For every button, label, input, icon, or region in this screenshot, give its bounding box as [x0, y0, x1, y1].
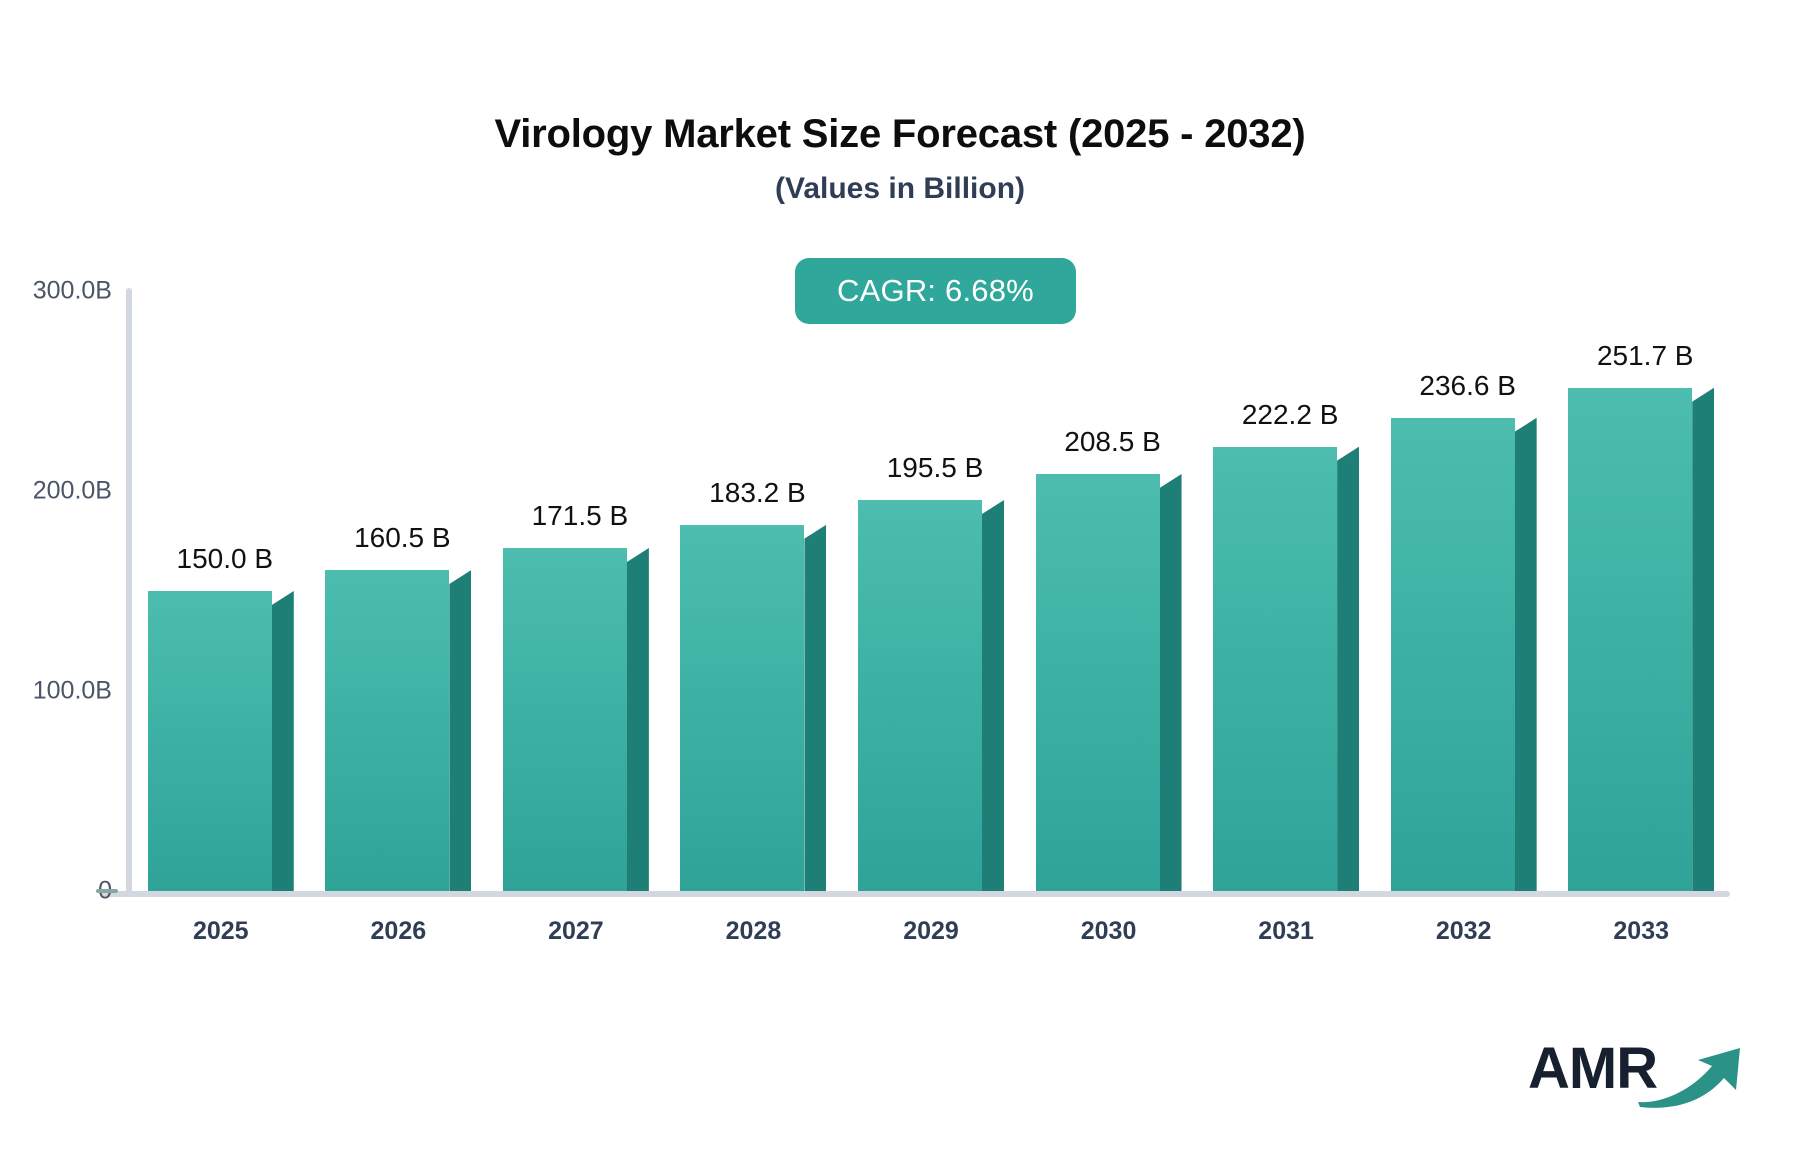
bar-front-face — [147, 591, 272, 891]
title-block: Virology Market Size Forecast (2025 - 20… — [0, 112, 1800, 205]
chart-title: Virology Market Size Forecast (2025 - 20… — [494, 112, 1306, 156]
x-axis-tick-label: 2032 — [1435, 917, 1492, 945]
bar — [858, 500, 1004, 891]
bar-side-face — [626, 548, 649, 891]
bar-front-face — [858, 500, 982, 891]
bar-value-label: 171.5 B — [531, 500, 629, 531]
bar — [1213, 446, 1360, 891]
bar-front-face — [325, 570, 450, 891]
bar-side-face — [804, 524, 827, 891]
bar — [1568, 387, 1715, 891]
growth-arrow-icon — [1638, 1048, 1740, 1108]
x-axis-tick-label: 2033 — [1613, 917, 1670, 945]
bar-front-face — [680, 524, 805, 891]
bar-front-face — [1390, 417, 1515, 891]
bar-value-label: 222.2 B — [1241, 398, 1339, 430]
bar — [680, 524, 827, 891]
x-axis-tick-label: 2030 — [1080, 917, 1137, 945]
bar — [325, 570, 472, 891]
bar-side-face — [271, 591, 294, 891]
bar — [1390, 417, 1537, 891]
bar-value-label: 236.6 B — [1419, 369, 1516, 401]
x-axis-line — [100, 891, 1730, 897]
bar-side-face — [1337, 446, 1360, 891]
bar-front-face — [1213, 446, 1338, 891]
amr-logo-text: AMR — [1528, 1036, 1658, 1101]
bar-side-face — [1692, 387, 1715, 891]
y-axis-tick-label: 300.0B — [32, 276, 112, 305]
cagr-badge-label: CAGR: 6.68% — [837, 273, 1034, 308]
x-axis-tick-label: 2028 — [725, 917, 782, 945]
x-axis-tick-label: 2029 — [903, 917, 959, 945]
bar-front-face — [502, 548, 627, 891]
bar-front-face — [1035, 474, 1160, 891]
x-axis-tick-label: 2031 — [1258, 917, 1314, 945]
amr-logo: AMR — [1528, 1040, 1748, 1118]
bar-value-label: 195.5 B — [886, 452, 984, 483]
bar-side-face — [449, 570, 472, 891]
bar-side-face — [1514, 417, 1537, 891]
bar-value-label: 160.5 B — [354, 522, 451, 553]
bar-side-face — [982, 500, 1004, 891]
cagr-badge: CAGR: 6.68% — [795, 258, 1076, 324]
bar — [1035, 474, 1182, 891]
bar-front-face — [1568, 387, 1693, 891]
x-axis-tick-label: 2027 — [548, 917, 604, 945]
bar — [502, 548, 649, 891]
bar-value-label: 183.2 B — [709, 476, 806, 508]
chart-subtitle: (Values in Billion) — [774, 172, 1026, 205]
y-axis-tick-label: 100.0B — [32, 676, 112, 705]
bar-value-label: 150.0 B — [176, 543, 274, 574]
bar-value-label: 251.7 B — [1596, 339, 1694, 371]
y-axis-tick-label: 200.0B — [32, 476, 112, 505]
x-axis-tick-label: 2026 — [370, 917, 427, 945]
x-axis-tick-label: 2025 — [192, 917, 249, 945]
bar — [147, 591, 294, 891]
y-axis-line — [126, 288, 132, 896]
bar-side-face — [1159, 474, 1182, 891]
y-axis-tick-dash — [96, 889, 118, 893]
bar-value-label: 208.5 B — [1064, 426, 1161, 457]
